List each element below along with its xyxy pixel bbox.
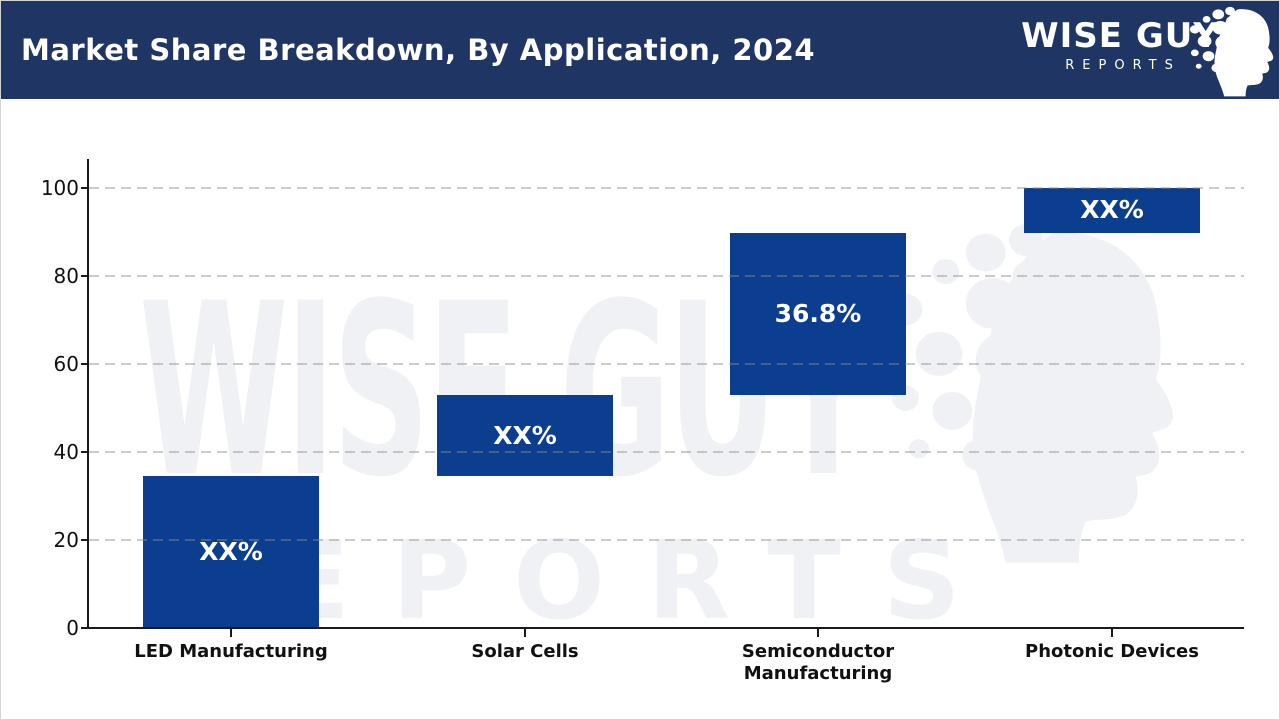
- gridline: [89, 539, 1244, 541]
- y-tick: [81, 363, 89, 365]
- bar-value-label: XX%: [199, 537, 263, 567]
- y-tick-label: 20: [53, 528, 79, 552]
- y-tick-label: 80: [53, 264, 79, 288]
- wiseguy-face-watermark-icon: [889, 224, 1173, 563]
- x-tick: [1111, 629, 1113, 637]
- x-tick: [230, 629, 232, 637]
- bar-photonic-devices: [1024, 188, 1200, 233]
- y-tick-label: 100: [40, 176, 79, 200]
- y-tick-label: 60: [53, 352, 79, 376]
- brand-logo: WISE GUY REPORTS: [1021, 17, 1219, 73]
- gridline: [89, 275, 1244, 277]
- x-tick: [817, 629, 819, 637]
- brand-name: WISE GUY: [1021, 16, 1219, 56]
- bar-value-label: XX%: [493, 420, 557, 450]
- x-category-label: Semiconductor Manufacturing: [741, 641, 895, 684]
- gridline: [89, 187, 1244, 189]
- y-tick-label: 0: [66, 616, 79, 640]
- y-tick: [81, 275, 89, 277]
- bar-semiconductor-manufacturing: [730, 232, 906, 395]
- brand-subtitle: REPORTS: [1065, 58, 1181, 73]
- header: Market Share Breakdown, By Application, …: [1, 1, 1279, 99]
- y-tick-label: 40: [53, 440, 79, 464]
- bar-value-label: 36.8%: [774, 298, 862, 328]
- bar-value-label: XX%: [1080, 195, 1144, 225]
- bar-solar-cells: [437, 394, 613, 477]
- x-category-label: LED Manufacturing: [134, 641, 328, 662]
- wiseguy-face-icon: [1189, 6, 1274, 97]
- page-title: Market Share Breakdown, By Application, …: [21, 33, 816, 67]
- y-axis: [87, 159, 89, 629]
- bar-led-manufacturing: [143, 476, 319, 628]
- y-tick: [81, 539, 89, 541]
- gridline: [89, 363, 1244, 365]
- y-tick: [81, 627, 89, 629]
- y-tick: [81, 187, 89, 189]
- y-tick: [81, 451, 89, 453]
- x-category-label: Solar Cells: [471, 641, 579, 662]
- x-tick: [524, 629, 526, 637]
- x-category-label: Photonic Devices: [1025, 641, 1199, 662]
- x-axis: [87, 627, 1244, 629]
- gridline: [89, 451, 1244, 453]
